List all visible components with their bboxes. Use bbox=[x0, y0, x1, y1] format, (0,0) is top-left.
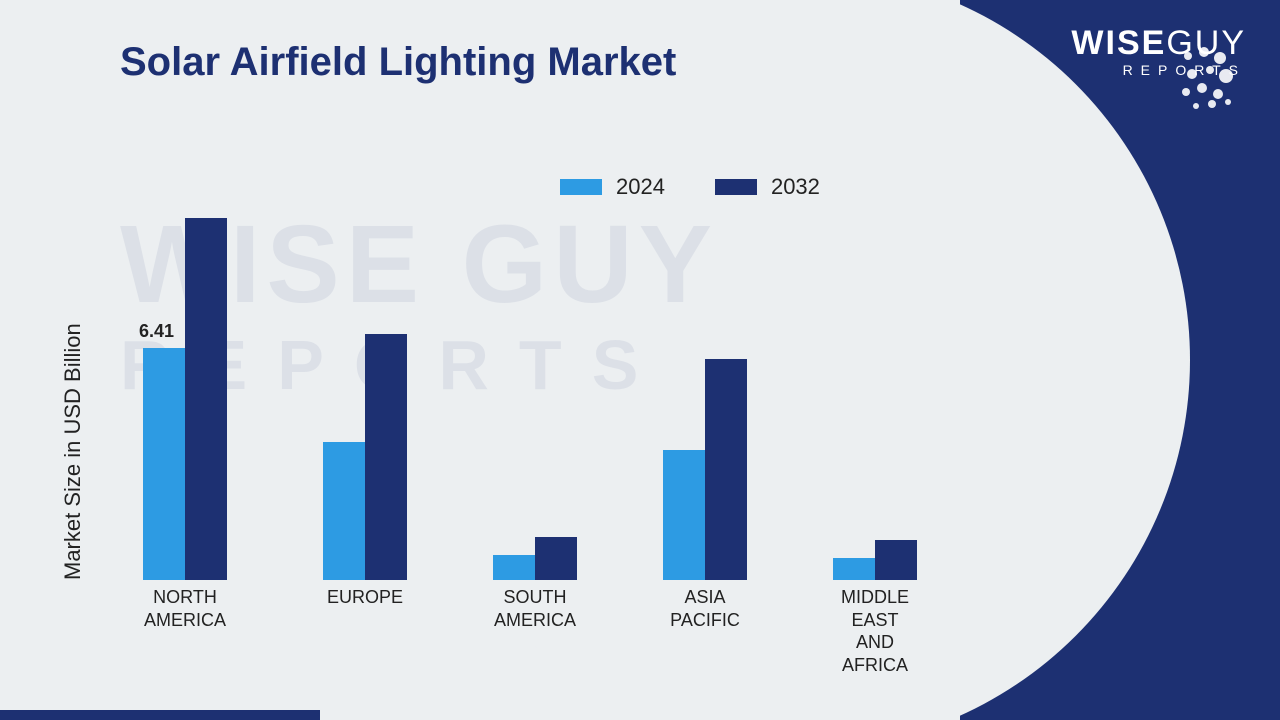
bar bbox=[535, 537, 577, 580]
bar-value-label: 6.41 bbox=[139, 321, 174, 342]
bar bbox=[705, 359, 747, 580]
category-label: SOUTHAMERICA bbox=[460, 586, 610, 631]
brand-logo: WISEGUY REPORTS bbox=[986, 26, 1246, 78]
bar bbox=[875, 540, 917, 580]
bar-group: 6.41 bbox=[110, 218, 260, 580]
legend: 2024 2032 bbox=[560, 174, 820, 200]
bar-group bbox=[630, 359, 780, 580]
bar bbox=[323, 442, 365, 580]
y-axis-label: Market Size in USD Billion bbox=[60, 323, 86, 580]
bar bbox=[185, 218, 227, 580]
footer-accent bbox=[0, 710, 320, 720]
category-label: ASIAPACIFIC bbox=[630, 586, 780, 631]
logo-word-wise: WISE bbox=[1071, 24, 1166, 62]
legend-swatch bbox=[715, 179, 757, 195]
bar bbox=[143, 348, 185, 580]
chart-card: WISEGUY REPORTS Solar Airfield Lighting … bbox=[0, 0, 1280, 720]
bar bbox=[493, 555, 535, 580]
bar bbox=[663, 450, 705, 580]
bar-group bbox=[290, 334, 440, 580]
category-label: EUROPE bbox=[290, 586, 440, 609]
category-label: MIDDLEEASTANDAFRICA bbox=[800, 586, 950, 676]
legend-swatch bbox=[560, 179, 602, 195]
bar bbox=[833, 558, 875, 580]
chart-plot: 6.41 bbox=[100, 200, 920, 580]
legend-item: 2024 bbox=[560, 174, 665, 200]
legend-item: 2032 bbox=[715, 174, 820, 200]
logo-dots-icon bbox=[1178, 44, 1238, 114]
legend-label: 2024 bbox=[616, 174, 665, 200]
bar-group bbox=[800, 540, 950, 580]
bar bbox=[365, 334, 407, 580]
chart-title: Solar Airfield Lighting Market bbox=[120, 40, 676, 85]
legend-label: 2032 bbox=[771, 174, 820, 200]
category-label: NORTHAMERICA bbox=[110, 586, 260, 631]
bar-group bbox=[460, 537, 610, 580]
